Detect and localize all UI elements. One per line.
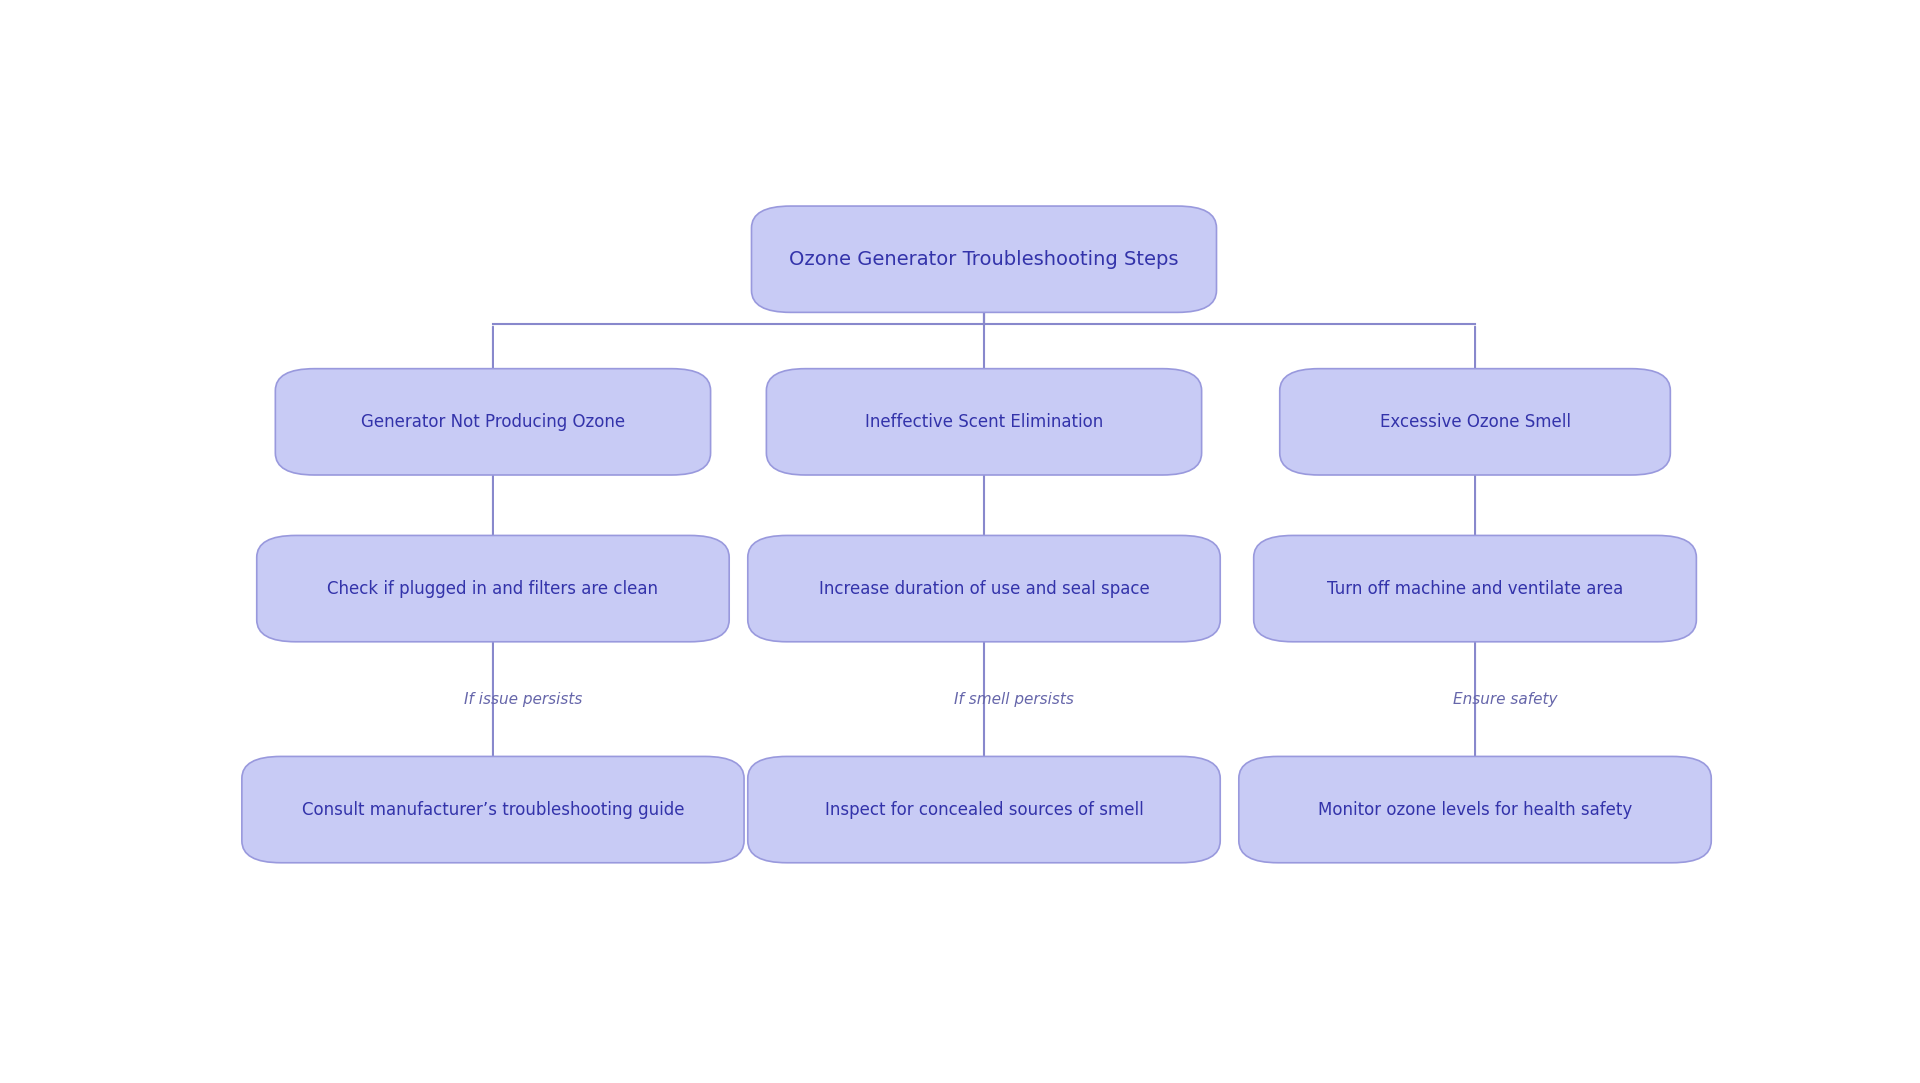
Text: Ozone Generator Troubleshooting Steps: Ozone Generator Troubleshooting Steps <box>789 250 1179 269</box>
Text: Monitor ozone levels for health safety: Monitor ozone levels for health safety <box>1317 800 1632 819</box>
FancyBboxPatch shape <box>1254 535 1697 642</box>
FancyBboxPatch shape <box>751 206 1217 312</box>
Text: Check if plugged in and filters are clean: Check if plugged in and filters are clea… <box>328 579 659 598</box>
FancyBboxPatch shape <box>257 535 730 642</box>
FancyBboxPatch shape <box>747 756 1221 863</box>
FancyBboxPatch shape <box>242 756 745 863</box>
FancyBboxPatch shape <box>747 535 1221 642</box>
Text: Excessive Ozone Smell: Excessive Ozone Smell <box>1380 413 1571 431</box>
FancyBboxPatch shape <box>766 368 1202 475</box>
Text: If issue persists: If issue persists <box>463 692 582 706</box>
FancyBboxPatch shape <box>275 368 710 475</box>
FancyBboxPatch shape <box>1238 756 1711 863</box>
Text: If smell persists: If smell persists <box>954 692 1073 706</box>
Text: Increase duration of use and seal space: Increase duration of use and seal space <box>818 579 1150 598</box>
Text: Ineffective Scent Elimination: Ineffective Scent Elimination <box>864 413 1104 431</box>
Text: Inspect for concealed sources of smell: Inspect for concealed sources of smell <box>824 800 1144 819</box>
Text: Consult manufacturer’s troubleshooting guide: Consult manufacturer’s troubleshooting g… <box>301 800 684 819</box>
FancyBboxPatch shape <box>1281 368 1670 475</box>
Text: Generator Not Producing Ozone: Generator Not Producing Ozone <box>361 413 626 431</box>
Text: Turn off machine and ventilate area: Turn off machine and ventilate area <box>1327 579 1622 598</box>
Text: Ensure safety: Ensure safety <box>1453 692 1557 706</box>
